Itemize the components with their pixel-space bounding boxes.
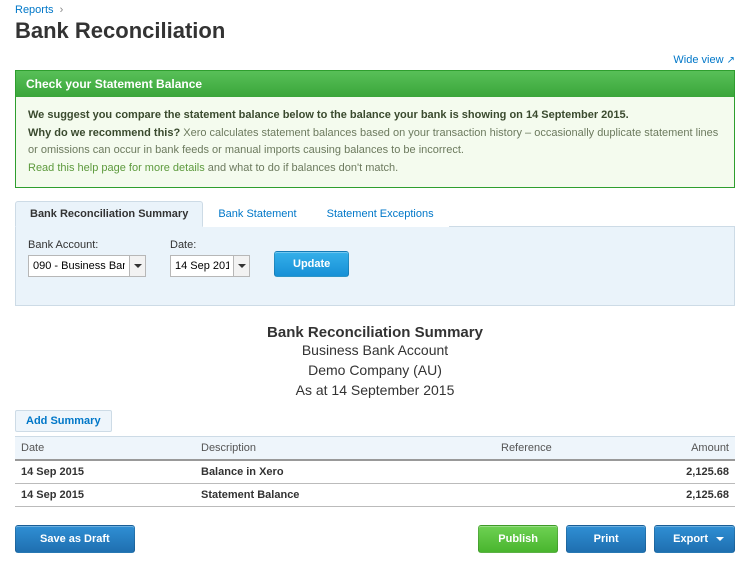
report-table: Date Description Reference Amount 14 Sep… [15, 436, 735, 507]
breadcrumb-sep: › [60, 4, 64, 16]
cell-date: 14 Sep 2015 [15, 460, 195, 484]
tab-bank-statement[interactable]: Bank Statement [203, 201, 311, 227]
report-title: Bank Reconciliation Summary [15, 324, 735, 341]
date-input[interactable] [171, 256, 233, 276]
cell-amount: 2,125.68 [635, 484, 735, 507]
chevron-down-icon [716, 537, 724, 541]
save-draft-button[interactable]: Save as Draft [15, 525, 135, 553]
report-sub-company: Demo Company (AU) [15, 361, 735, 381]
page-title: Bank Reconciliation [15, 18, 735, 44]
expand-icon: ↗ [727, 55, 735, 66]
update-button[interactable]: Update [274, 251, 349, 277]
bank-account-input[interactable] [29, 256, 129, 276]
add-summary-button[interactable]: Add Summary [15, 410, 112, 432]
report-sub-account: Business Bank Account [15, 341, 735, 361]
cell-amount: 2,125.68 [635, 460, 735, 484]
filter-panel: Bank Account: Date: Update [15, 227, 735, 306]
date-select[interactable] [170, 255, 250, 277]
report-sub-date: As at 14 September 2015 [15, 381, 735, 401]
export-button[interactable]: Export [654, 525, 735, 553]
panel-header: Check your Statement Balance [16, 71, 734, 97]
table-row: 14 Sep 2015 Statement Balance 2,125.68 [15, 484, 735, 507]
chevron-down-icon[interactable] [129, 256, 145, 276]
bank-account-select[interactable] [28, 255, 146, 277]
wide-view-link[interactable]: Wide view ↗ [673, 54, 735, 66]
tab-statement-exceptions[interactable]: Statement Exceptions [312, 201, 449, 227]
cell-date: 14 Sep 2015 [15, 484, 195, 507]
col-amount: Amount [635, 437, 735, 461]
table-row: 14 Sep 2015 Balance in Xero 2,125.68 [15, 460, 735, 484]
bank-account-label: Bank Account: [28, 239, 146, 251]
print-button[interactable]: Print [566, 525, 646, 553]
chevron-down-icon[interactable] [233, 256, 249, 276]
col-date: Date [15, 437, 195, 461]
cell-reference [495, 484, 635, 507]
publish-button[interactable]: Publish [478, 525, 558, 553]
cell-description: Balance in Xero [195, 460, 495, 484]
panel-help: Read this help page for more details and… [28, 160, 722, 178]
statement-balance-panel: Check your Statement Balance We suggest … [15, 70, 735, 188]
panel-line2: Why do we recommend this? Xero calculate… [28, 125, 722, 160]
cell-description: Statement Balance [195, 484, 495, 507]
col-description: Description [195, 437, 495, 461]
col-reference: Reference [495, 437, 635, 461]
breadcrumb-reports[interactable]: Reports [15, 4, 54, 16]
date-label: Date: [170, 239, 250, 251]
help-link[interactable]: Read this help page for more details [28, 162, 205, 174]
cell-reference [495, 460, 635, 484]
panel-line1: We suggest you compare the statement bal… [28, 107, 722, 125]
tab-summary[interactable]: Bank Reconciliation Summary [15, 201, 203, 227]
